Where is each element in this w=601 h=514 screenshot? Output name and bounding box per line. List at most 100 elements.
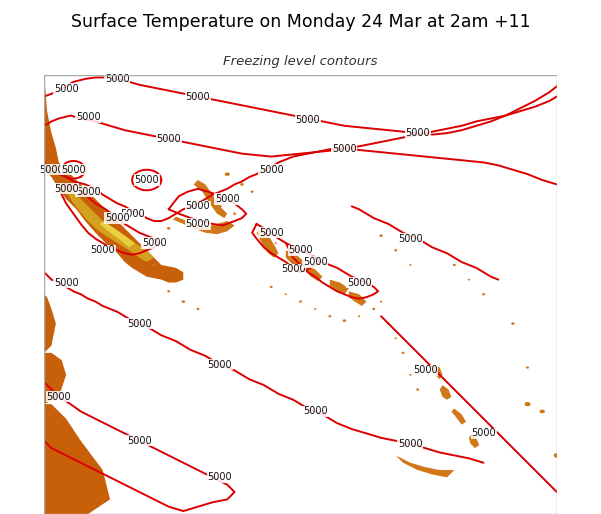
Ellipse shape	[328, 315, 331, 318]
Ellipse shape	[401, 352, 404, 354]
Polygon shape	[194, 180, 227, 218]
Ellipse shape	[511, 322, 514, 325]
Ellipse shape	[409, 264, 412, 266]
Ellipse shape	[167, 290, 170, 292]
Text: 5000: 5000	[54, 84, 78, 94]
Text: 5000: 5000	[259, 228, 284, 238]
Ellipse shape	[167, 227, 171, 230]
Ellipse shape	[225, 172, 230, 176]
Ellipse shape	[394, 337, 397, 339]
Ellipse shape	[525, 402, 531, 407]
Text: 5000: 5000	[303, 407, 328, 416]
Text: 5000: 5000	[398, 438, 423, 449]
Ellipse shape	[409, 374, 412, 376]
Text: 5000: 5000	[105, 74, 130, 84]
Text: 5000: 5000	[332, 144, 357, 154]
Ellipse shape	[343, 319, 346, 322]
Bar	[44, 75, 557, 514]
Ellipse shape	[453, 264, 456, 266]
Polygon shape	[44, 75, 183, 283]
Ellipse shape	[372, 308, 375, 310]
Ellipse shape	[64, 169, 68, 171]
Text: 5000: 5000	[413, 365, 438, 375]
Ellipse shape	[540, 410, 545, 413]
Ellipse shape	[526, 366, 529, 369]
Ellipse shape	[387, 322, 390, 325]
Text: 5000: 5000	[76, 112, 100, 122]
Ellipse shape	[275, 242, 277, 244]
Ellipse shape	[160, 242, 163, 244]
Ellipse shape	[380, 301, 382, 302]
Text: 5000: 5000	[207, 472, 232, 482]
Text: 5000: 5000	[135, 175, 159, 185]
Polygon shape	[44, 404, 110, 514]
Ellipse shape	[251, 191, 254, 193]
Text: 5000: 5000	[105, 213, 130, 223]
Polygon shape	[305, 265, 323, 281]
Text: 5000: 5000	[61, 165, 86, 175]
Polygon shape	[586, 404, 601, 419]
Polygon shape	[257, 228, 278, 258]
Polygon shape	[66, 189, 154, 262]
Ellipse shape	[482, 293, 485, 296]
Ellipse shape	[233, 212, 236, 215]
Text: Freezing level contours: Freezing level contours	[223, 54, 378, 68]
Polygon shape	[330, 280, 349, 294]
Text: 5000: 5000	[120, 209, 144, 218]
Ellipse shape	[358, 316, 360, 317]
Text: 5000: 5000	[39, 165, 64, 175]
Ellipse shape	[561, 475, 567, 480]
Text: 5000: 5000	[186, 91, 210, 101]
Polygon shape	[451, 409, 466, 425]
Polygon shape	[100, 221, 135, 247]
Text: 5000: 5000	[259, 165, 284, 175]
Ellipse shape	[270, 286, 273, 288]
Polygon shape	[173, 216, 234, 234]
Text: 5000: 5000	[281, 264, 305, 274]
Ellipse shape	[218, 205, 222, 208]
Polygon shape	[44, 294, 56, 353]
Ellipse shape	[379, 234, 383, 237]
Text: 5000: 5000	[215, 194, 240, 204]
Text: 5000: 5000	[90, 245, 115, 255]
Ellipse shape	[240, 183, 243, 186]
Ellipse shape	[263, 234, 266, 237]
Text: 5000: 5000	[127, 319, 151, 328]
Text: 5000: 5000	[54, 278, 78, 287]
Text: 5000: 5000	[207, 360, 232, 370]
Polygon shape	[44, 353, 66, 404]
Ellipse shape	[585, 352, 588, 354]
Polygon shape	[395, 455, 454, 478]
Text: 5000: 5000	[296, 115, 320, 125]
Text: 5000: 5000	[303, 257, 328, 267]
Text: 5000: 5000	[406, 128, 430, 138]
Ellipse shape	[299, 300, 302, 303]
Polygon shape	[349, 291, 367, 306]
Ellipse shape	[152, 264, 156, 266]
Ellipse shape	[468, 279, 470, 281]
Ellipse shape	[570, 344, 573, 347]
Polygon shape	[286, 250, 305, 268]
Text: 5000: 5000	[76, 187, 100, 197]
Polygon shape	[440, 385, 451, 400]
Ellipse shape	[285, 293, 287, 295]
Polygon shape	[432, 364, 442, 379]
Ellipse shape	[416, 388, 419, 391]
Text: 5000: 5000	[54, 184, 78, 194]
Ellipse shape	[394, 249, 397, 251]
Text: 5000: 5000	[288, 245, 313, 255]
Polygon shape	[469, 433, 479, 448]
Text: 5000: 5000	[471, 429, 496, 438]
Ellipse shape	[197, 308, 200, 310]
Ellipse shape	[94, 191, 97, 193]
Text: 5000: 5000	[347, 278, 371, 287]
Ellipse shape	[182, 300, 185, 303]
Ellipse shape	[79, 176, 82, 178]
Ellipse shape	[554, 453, 560, 458]
Ellipse shape	[314, 308, 316, 310]
Text: Surface Temperature on Monday 24 Mar at 2am +11: Surface Temperature on Monday 24 Mar at …	[71, 13, 530, 31]
Text: 5000: 5000	[186, 201, 210, 211]
Text: 5000: 5000	[186, 219, 210, 229]
Text: 5000: 5000	[46, 392, 71, 402]
Ellipse shape	[569, 498, 574, 501]
